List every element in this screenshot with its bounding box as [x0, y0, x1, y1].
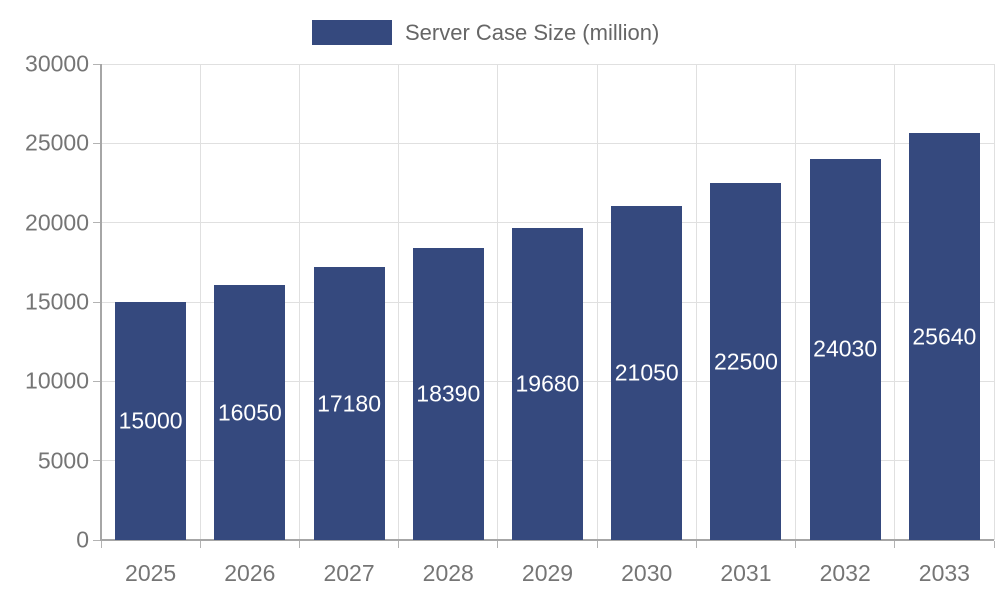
x-axis-tick-label: 2028 — [422, 560, 474, 586]
gridline-vertical — [398, 64, 400, 540]
legend: Server Case Size (million) — [312, 20, 659, 45]
y-axis-tick — [93, 460, 100, 462]
gridline-vertical — [199, 64, 201, 540]
bar-value-label: 18390 — [416, 380, 481, 407]
x-axis-tick-label: 2029 — [521, 560, 574, 586]
bar-value-label: 25640 — [912, 323, 977, 350]
y-axis-tick — [93, 380, 100, 382]
gridline-vertical — [497, 64, 499, 540]
bar — [214, 285, 286, 540]
x-axis-tick-label: 2025 — [125, 560, 177, 586]
gridline-vertical — [298, 64, 300, 540]
x-axis-line — [101, 539, 994, 541]
y-axis-line — [100, 64, 102, 541]
x-axis-tick-label: 2033 — [918, 560, 970, 586]
x-axis-tick-label: 2031 — [720, 560, 772, 586]
bar — [611, 206, 683, 540]
x-axis-tick — [100, 541, 102, 548]
gridline-horizontal — [101, 222, 994, 224]
gridline-vertical — [993, 64, 995, 540]
x-axis-tick-label: 2027 — [323, 560, 375, 586]
bar — [313, 267, 385, 540]
y-axis-tick-label: 15000 — [25, 288, 89, 315]
y-axis-tick — [93, 301, 100, 303]
bar — [710, 183, 782, 540]
gridline-vertical — [894, 64, 896, 540]
y-axis-tick-label: 0 — [76, 526, 89, 553]
gridline-vertical — [795, 64, 797, 540]
bar-value-label: 24030 — [813, 335, 878, 362]
x-axis-tick-label: 2030 — [621, 560, 673, 586]
bar-value-label: 15000 — [118, 407, 183, 434]
y-axis-tick-label: 30000 — [25, 50, 89, 77]
bar — [115, 302, 187, 540]
x-axis-tick — [298, 541, 300, 548]
x-axis-tick — [199, 541, 201, 548]
bar — [412, 248, 484, 540]
y-axis-tick — [93, 142, 100, 144]
y-axis-tick — [93, 63, 100, 65]
x-axis-tick — [398, 541, 400, 548]
gridline-horizontal — [101, 142, 994, 144]
bar — [809, 158, 881, 540]
x-axis-tick — [497, 541, 499, 548]
x-axis-tick — [596, 541, 598, 548]
y-axis-tick-label: 20000 — [25, 209, 89, 236]
bar-value-label: 17180 — [317, 390, 382, 417]
y-axis-tick-label: 5000 — [37, 447, 89, 474]
bar-value-label: 19680 — [515, 370, 580, 397]
y-axis-tick-label: 10000 — [25, 367, 89, 394]
bar — [512, 227, 583, 540]
gridline-horizontal — [101, 63, 994, 65]
x-axis-tick — [795, 541, 797, 548]
bar-value-label: 22500 — [713, 348, 778, 374]
x-axis-tick-label: 2026 — [224, 560, 276, 586]
legend-label: Server Case Size (million) — [405, 19, 660, 45]
y-axis-tick — [93, 222, 100, 224]
y-axis-tick-label: 25000 — [25, 129, 89, 156]
x-axis-tick — [894, 541, 896, 548]
y-axis-tick — [93, 539, 100, 541]
legend-swatch — [312, 20, 392, 45]
gridline-vertical — [596, 64, 598, 540]
x-axis-tick — [993, 541, 995, 548]
x-axis-tick — [695, 541, 697, 548]
x-axis-tick-label: 2032 — [819, 560, 871, 586]
bar-value-label: 16050 — [217, 399, 282, 426]
bar-value-label: 21050 — [614, 359, 679, 386]
gridline-vertical — [695, 64, 697, 540]
bar — [908, 133, 980, 540]
